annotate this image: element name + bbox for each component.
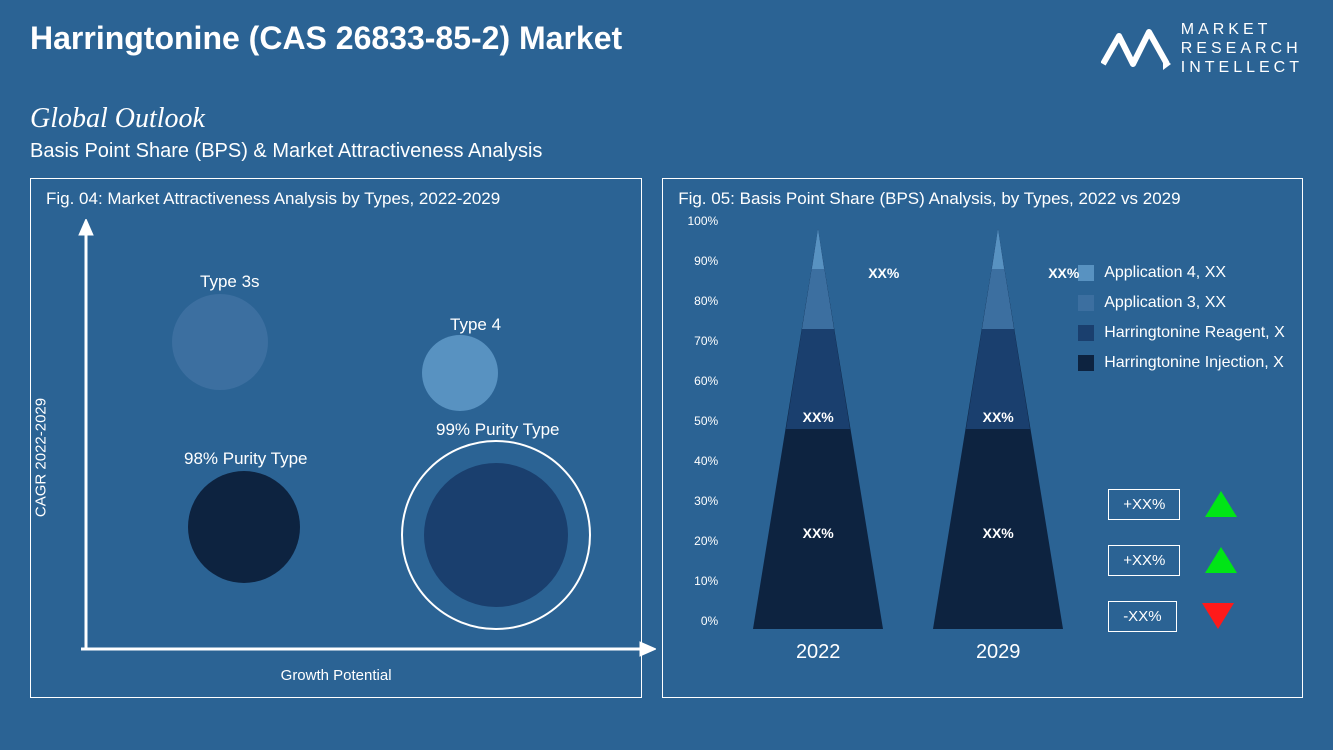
logo: MARKET RESEARCH INTELLECT (1101, 20, 1303, 78)
subtitle-2: Basis Point Share (BPS) & Market Attract… (30, 140, 1303, 163)
logo-line-1: MARKET (1181, 20, 1303, 39)
legend-row: Harringtonine Injection, X (1078, 354, 1285, 372)
change-row: +XX% (1108, 545, 1237, 576)
subtitle-1: Global Outlook (30, 103, 1303, 135)
y-tick: 20% (694, 534, 718, 548)
segment-label: XX% (868, 265, 899, 281)
y-axis-arrow (76, 219, 96, 659)
y-tick: 70% (694, 334, 718, 348)
y-tick: 40% (694, 454, 718, 468)
segment-label: XX% (803, 525, 834, 541)
legend-label: Application 3, XX (1104, 294, 1226, 312)
arrow-up-icon (1205, 491, 1237, 517)
chart-panel-attractiveness: Fig. 04: Market Attractiveness Analysis … (30, 178, 642, 698)
legend-label: Application 4, XX (1104, 264, 1226, 282)
y-ticks: 0%10%20%30%40%50%60%70%80%90%100% (678, 229, 718, 629)
legend: Application 4, XX Application 3, XX Harrin… (1078, 264, 1285, 384)
bubble (422, 335, 498, 411)
logo-line-3: INTELLECT (1181, 58, 1303, 77)
bubble (172, 294, 268, 390)
change-value: +XX% (1108, 489, 1180, 520)
pyramid-year-label: 2029 (928, 641, 1068, 664)
segment-label: XX% (1048, 265, 1079, 281)
change-value: -XX% (1108, 601, 1176, 632)
legend-swatch (1078, 355, 1094, 371)
charts-row: Fig. 04: Market Attractiveness Analysis … (30, 178, 1303, 698)
arrow-up-icon (1205, 547, 1237, 573)
y-tick: 30% (694, 494, 718, 508)
subtitle-block: Global Outlook Basis Point Share (BPS) &… (30, 103, 1303, 163)
pyramid-year-label: 2022 (748, 641, 888, 664)
change-value: +XX% (1108, 545, 1180, 576)
pyramid-segment (812, 229, 824, 269)
legend-swatch (1078, 265, 1094, 281)
y-tick: 10% (694, 574, 718, 588)
fig-title-left: Fig. 04: Market Attractiveness Analysis … (46, 189, 626, 209)
logo-text: MARKET RESEARCH INTELLECT (1181, 20, 1303, 78)
header: Harringtonine (CAS 26833-85-2) Market MA… (30, 20, 1303, 78)
arrow-down-icon (1202, 603, 1234, 629)
bubble (424, 463, 568, 607)
y-axis-label: CAGR 2022-2029 (33, 397, 50, 516)
legend-swatch (1078, 295, 1094, 311)
bubble-label: Type 4 (450, 315, 501, 335)
change-indicators: +XX% +XX% -XX% (1108, 489, 1237, 657)
change-row: +XX% (1108, 489, 1237, 520)
y-tick: 100% (687, 214, 718, 228)
legend-row: Application 4, XX (1078, 264, 1285, 282)
x-axis-label: Growth Potential (281, 667, 392, 684)
legend-row: Harringtonine Reagent, X (1078, 324, 1285, 342)
y-tick: 80% (694, 294, 718, 308)
legend-label: Harringtonine Reagent, X (1104, 324, 1285, 342)
bubble-area: CAGR 2022-2029 Growth Potential Type 3sT… (46, 219, 626, 679)
pyramid-segment (992, 229, 1004, 269)
fig-title-right: Fig. 05: Basis Point Share (BPS) Analysi… (678, 189, 1287, 209)
pyramid: XX%XX%XX% (748, 229, 888, 629)
logo-line-2: RESEARCH (1181, 39, 1303, 58)
page-title: Harringtonine (CAS 26833-85-2) Market (30, 20, 622, 57)
y-tick: 50% (694, 414, 718, 428)
segment-label: XX% (803, 409, 834, 425)
logo-icon (1101, 24, 1171, 74)
pyramid: XX%XX%XX% (928, 229, 1068, 629)
legend-row: Application 3, XX (1078, 294, 1285, 312)
bubble-label: 99% Purity Type (436, 420, 559, 440)
legend-swatch (1078, 325, 1094, 341)
y-tick: 90% (694, 254, 718, 268)
bubble-label: Type 3s (200, 272, 260, 292)
bubble-label: 98% Purity Type (184, 449, 307, 469)
change-row: -XX% (1108, 601, 1237, 632)
legend-label: Harringtonine Injection, X (1104, 354, 1284, 372)
bubble (188, 471, 300, 583)
chart-panel-bps: Fig. 05: Basis Point Share (BPS) Analysi… (662, 178, 1303, 698)
x-axis-arrow (76, 639, 656, 659)
pyramid-area: 0%10%20%30%40%50%60%70%80%90%100% Applic… (678, 219, 1287, 679)
y-tick: 60% (694, 374, 718, 388)
y-tick: 0% (701, 614, 718, 628)
segment-label: XX% (983, 409, 1014, 425)
segment-label: XX% (983, 525, 1014, 541)
